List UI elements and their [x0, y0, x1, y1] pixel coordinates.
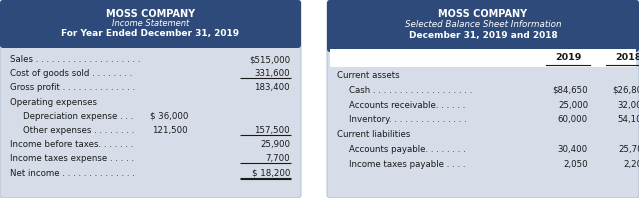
Text: 157,500: 157,500 [254, 126, 290, 135]
Text: 32,000: 32,000 [618, 101, 639, 110]
Text: Income taxes expense . . . . .: Income taxes expense . . . . . [10, 154, 134, 163]
Text: Current liabilities: Current liabilities [337, 130, 410, 139]
Text: Depreciation expense . . .: Depreciation expense . . . [23, 112, 134, 121]
Text: Accounts payable. . . . . . . .: Accounts payable. . . . . . . . [349, 145, 466, 154]
Text: Accounts receivable. . . . . .: Accounts receivable. . . . . . [349, 101, 465, 110]
Text: $84,650: $84,650 [552, 86, 588, 95]
FancyBboxPatch shape [0, 0, 301, 198]
Text: Other expenses . . . . . . . .: Other expenses . . . . . . . . [23, 126, 134, 135]
Text: 2019: 2019 [555, 53, 581, 62]
Text: 25,700: 25,700 [618, 145, 639, 154]
Text: 183,400: 183,400 [254, 83, 290, 92]
Bar [330, 26, 636, 49]
Text: 121,500: 121,500 [152, 126, 188, 135]
Text: December 31, 2019 and 2018: December 31, 2019 and 2018 [408, 31, 557, 40]
Text: 25,000: 25,000 [558, 101, 588, 110]
Text: $ 18,200: $ 18,200 [252, 169, 290, 178]
Text: 60,000: 60,000 [558, 115, 588, 124]
Text: Cost of goods sold . . . . . . . .: Cost of goods sold . . . . . . . . [10, 69, 132, 78]
Text: Inventory. . . . . . . . . . . . . . .: Inventory. . . . . . . . . . . . . . . [349, 115, 467, 124]
Text: 30,400: 30,400 [558, 145, 588, 154]
Text: Net income . . . . . . . . . . . . . .: Net income . . . . . . . . . . . . . . [10, 169, 135, 178]
Text: Gross profit . . . . . . . . . . . . . .: Gross profit . . . . . . . . . . . . . . [10, 83, 135, 92]
FancyBboxPatch shape [327, 0, 639, 198]
FancyBboxPatch shape [327, 0, 639, 52]
Text: 25,900: 25,900 [260, 140, 290, 149]
Text: Cash . . . . . . . . . . . . . . . . . . .: Cash . . . . . . . . . . . . . . . . . .… [349, 86, 472, 95]
Text: 54,100: 54,100 [618, 115, 639, 124]
Bar [330, 49, 636, 67]
Text: 2,050: 2,050 [564, 160, 588, 169]
Text: MOSS COMPANY: MOSS COMPANY [438, 9, 528, 19]
Bar [3, 24, 298, 45]
Text: Current assets: Current assets [337, 71, 399, 80]
Text: Selected Balance Sheet Information: Selected Balance Sheet Information [404, 20, 561, 29]
Text: Income before taxes. . . . . . .: Income before taxes. . . . . . . [10, 140, 134, 149]
Text: Income taxes payable . . . .: Income taxes payable . . . . [349, 160, 465, 169]
Text: 2018: 2018 [615, 53, 639, 62]
Text: 7,700: 7,700 [265, 154, 290, 163]
Text: $26,800: $26,800 [612, 86, 639, 95]
Text: Sales . . . . . . . . . . . . . . . . . . . .: Sales . . . . . . . . . . . . . . . . . … [10, 55, 141, 64]
Text: MOSS COMPANY: MOSS COMPANY [106, 9, 195, 19]
Text: 2,200: 2,200 [624, 160, 639, 169]
Text: For Year Ended December 31, 2019: For Year Ended December 31, 2019 [61, 29, 240, 38]
Text: Operating expenses: Operating expenses [10, 98, 97, 107]
Text: Income Statement: Income Statement [112, 19, 189, 28]
Text: $515,000: $515,000 [249, 55, 290, 64]
Text: 331,600: 331,600 [254, 69, 290, 78]
FancyBboxPatch shape [0, 0, 301, 48]
Text: $ 36,000: $ 36,000 [150, 112, 188, 121]
